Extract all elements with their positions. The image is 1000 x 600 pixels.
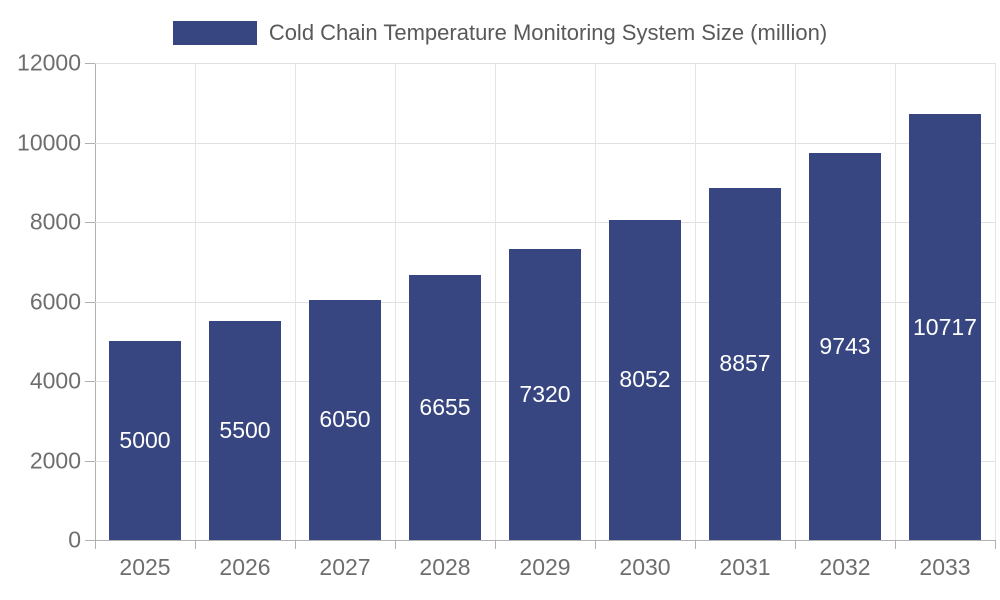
- bar-value-label: 9743: [819, 332, 871, 359]
- bar-value-label: 7320: [519, 381, 571, 408]
- bar-2025[interactable]: 5000: [109, 341, 181, 540]
- legend-swatch: [172, 21, 257, 45]
- x-axis-tick: [995, 540, 996, 549]
- gridline-horizontal: [95, 63, 995, 64]
- gridline-vertical: [195, 63, 196, 540]
- gridline-vertical: [795, 63, 796, 540]
- x-tick-label: 2025: [119, 554, 171, 580]
- legend[interactable]: Cold Chain Temperature Monitoring System…: [0, 18, 1000, 48]
- x-tick-label: 2028: [419, 554, 471, 580]
- y-tick-label: 12000: [17, 49, 81, 76]
- y-axis-tick: [85, 301, 95, 303]
- legend-label: Cold Chain Temperature Monitoring System…: [268, 20, 828, 45]
- y-axis-tick: [85, 63, 95, 64]
- bar-2030[interactable]: 8052: [609, 219, 681, 540]
- x-axis-tick: [795, 540, 796, 549]
- y-axis-tick: [85, 460, 95, 462]
- gridline-horizontal: [95, 222, 995, 223]
- x-axis-tick: [395, 540, 396, 549]
- bar-value-label: 10717: [913, 313, 977, 340]
- bar-2029[interactable]: 7320: [509, 249, 581, 540]
- y-axis-tick: [85, 540, 95, 541]
- bar-2026[interactable]: 5500: [209, 321, 281, 540]
- y-axis-tick: [85, 142, 95, 144]
- bar-value-label: 6655: [419, 394, 471, 421]
- x-axis-tick: [695, 540, 696, 549]
- gridline-vertical: [295, 63, 296, 540]
- x-tick-label: 2027: [319, 554, 371, 580]
- x-axis-tick: [495, 540, 496, 549]
- bar-2032[interactable]: 9743: [809, 152, 881, 540]
- x-axis-tick: [295, 540, 296, 549]
- bar-2027[interactable]: 6050: [309, 299, 381, 540]
- y-axis-tick: [85, 381, 95, 382]
- x-tick-label: 2031: [719, 554, 771, 580]
- x-axis-tick: [195, 540, 196, 549]
- x-axis-tick: [95, 540, 96, 549]
- x-tick-label: 2026: [219, 554, 271, 580]
- gridline-horizontal: [95, 142, 995, 144]
- y-tick-label: 8000: [29, 208, 81, 235]
- y-tick-label: 6000: [29, 288, 81, 314]
- x-tick-label: 2033: [919, 554, 971, 580]
- x-tick-label: 2032: [819, 554, 871, 580]
- gridline-vertical: [695, 63, 696, 540]
- bar-value-label: 8857: [719, 350, 771, 377]
- y-tick-label: 4000: [29, 367, 81, 394]
- gridline-vertical: [395, 63, 396, 540]
- y-tick-label: 0: [68, 526, 81, 553]
- x-axis-tick: [895, 540, 896, 549]
- bar-value-label: 5500: [219, 417, 271, 444]
- y-axis-tick: [85, 222, 95, 223]
- x-axis-tick: [595, 540, 596, 549]
- x-tick-label: 2030: [619, 554, 671, 580]
- gridline-vertical: [995, 63, 996, 540]
- gridline-vertical: [895, 63, 896, 540]
- gridline-vertical: [495, 63, 496, 540]
- plot-area: 5000 5500 6050 6655 7320 8052 8857 9743 10717: [95, 63, 996, 540]
- bar-2028[interactable]: 6655: [409, 275, 481, 540]
- x-axis-line: [95, 540, 995, 541]
- bar-value-label: 8052: [619, 366, 671, 393]
- bar-2033[interactable]: 10717: [909, 114, 981, 540]
- y-tick-label: 2000: [29, 447, 81, 473]
- x-tick-label: 2029: [519, 554, 571, 580]
- bar-value-label: 6050: [319, 406, 371, 433]
- y-axis-line: [95, 63, 96, 549]
- bar-2031[interactable]: 8857: [709, 187, 781, 540]
- y-tick-label: 10000: [17, 129, 81, 155]
- bar-value-label: 5000: [119, 427, 171, 454]
- gridline-vertical: [595, 63, 596, 540]
